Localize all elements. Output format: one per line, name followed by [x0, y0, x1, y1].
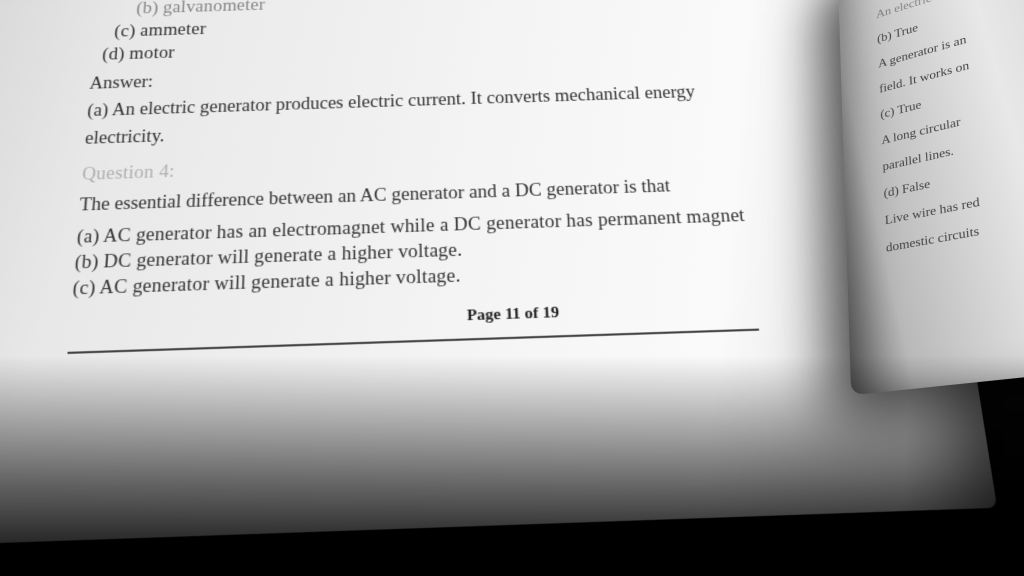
right-page: (a) electric motor An electric motor (b)…	[838, 0, 1024, 395]
horizontal-rule	[67, 328, 758, 353]
page-number: Page 11 of 19	[402, 302, 624, 327]
book-scene: (b) galvanometer (c) ammeter (d) motor A…	[0, 0, 1024, 576]
